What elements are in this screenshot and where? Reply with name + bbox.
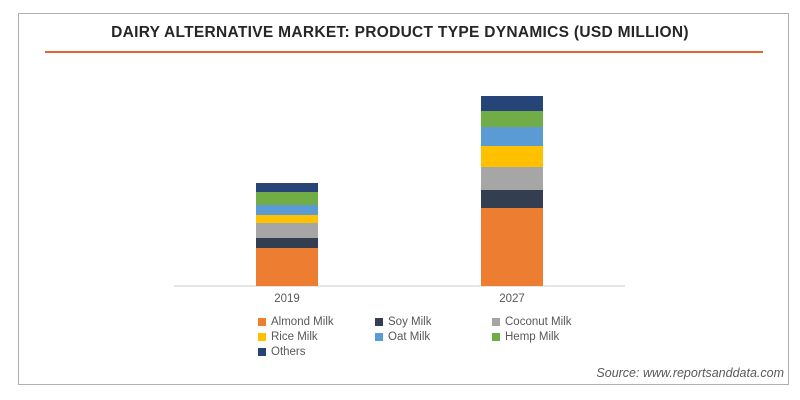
bar-segment-almond-milk-2027 xyxy=(481,208,543,286)
legend-item-oat-milk: Oat Milk xyxy=(375,329,492,344)
legend-label: Hemp Milk xyxy=(505,330,560,343)
legend-swatch-icon xyxy=(375,332,383,341)
x-axis-tick-label-2027: 2027 xyxy=(499,293,525,305)
legend-item-rice-milk: Rice Milk xyxy=(258,329,375,344)
bar-segment-hemp-milk-2027 xyxy=(481,111,543,127)
legend-swatch-icon xyxy=(258,317,266,326)
legend-item-coconut-milk: Coconut Milk xyxy=(492,314,609,329)
bar-segment-rice-milk-2019 xyxy=(256,215,318,223)
legend-swatch-icon xyxy=(492,332,500,341)
legend-item-soy-milk: Soy Milk xyxy=(375,314,492,329)
legend-label: Soy Milk xyxy=(388,315,432,328)
bar-segment-oat-milk-2027 xyxy=(481,127,543,146)
legend-label: Others xyxy=(271,345,306,358)
bar-segment-soy-milk-2027 xyxy=(481,190,543,208)
source-attribution: Source: www.reportsanddata.com xyxy=(596,366,784,380)
title-accent-rule xyxy=(45,51,763,53)
legend-item-hemp-milk: Hemp Milk xyxy=(492,329,609,344)
legend-swatch-icon xyxy=(258,332,266,341)
legend-item-others: Others xyxy=(258,344,375,359)
legend-label: Rice Milk xyxy=(271,330,318,343)
bar-segment-others-2019 xyxy=(256,183,318,192)
bar-segment-rice-milk-2027 xyxy=(481,146,543,167)
legend-label: Oat Milk xyxy=(388,330,431,343)
legend: Almond Milk Soy Milk Coconut Milk Rice Milk… xyxy=(258,314,618,359)
bar-segment-coconut-milk-2027 xyxy=(481,167,543,190)
bar-segment-almond-milk-2019 xyxy=(256,248,318,286)
legend-swatch-icon xyxy=(258,347,266,356)
legend-swatch-icon xyxy=(375,317,383,326)
legend-swatch-icon xyxy=(492,317,500,326)
bar-segment-oat-milk-2019 xyxy=(256,205,318,215)
card-border xyxy=(18,13,789,385)
bar-segment-others-2027 xyxy=(481,96,543,111)
legend-label: Coconut Milk xyxy=(505,315,572,328)
bar-segment-hemp-milk-2019 xyxy=(256,192,318,205)
x-axis-tick-label-2019: 2019 xyxy=(274,293,300,305)
chart-title: DAIRY ALTERNATIVE MARKET: PRODUCT TYPE D… xyxy=(111,24,689,41)
x-axis-line xyxy=(174,285,625,287)
bar-segment-soy-milk-2019 xyxy=(256,238,318,248)
bar-segment-coconut-milk-2019 xyxy=(256,223,318,238)
legend-item-almond-milk: Almond Milk xyxy=(258,314,375,329)
legend-label: Almond Milk xyxy=(271,315,334,328)
